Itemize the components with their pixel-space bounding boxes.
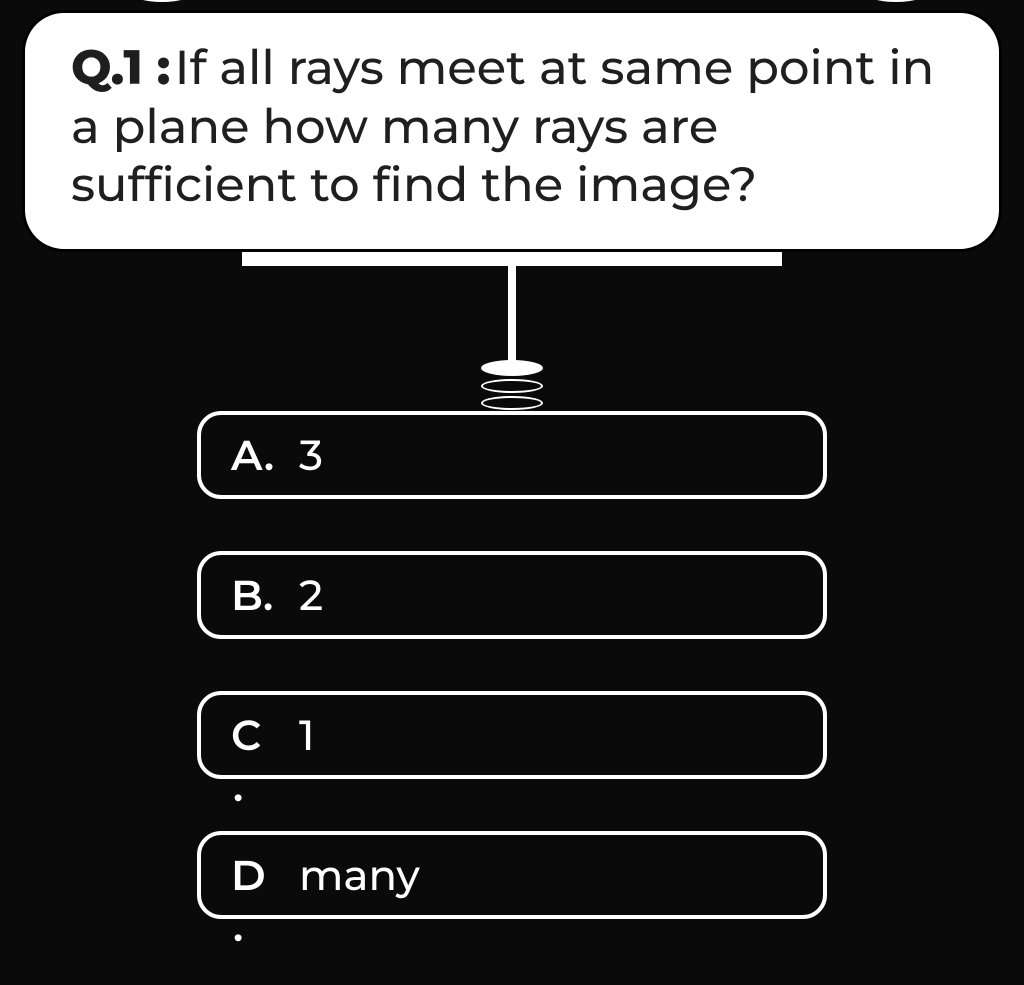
question-label: Q.1 : <box>71 39 170 97</box>
answer-letter: A. <box>231 429 291 481</box>
answer-value: 3 <box>299 429 323 481</box>
answer-value: 1 <box>299 709 315 761</box>
top-pin-row <box>0 0 1024 10</box>
answer-value: many <box>299 849 420 901</box>
answer-letter: D <box>231 849 291 901</box>
trailing-dot: . <box>233 905 243 947</box>
pin-icon <box>130 0 190 14</box>
answer-letter: C <box>231 709 291 761</box>
answer-option-b[interactable]: B. 2 <box>197 551 827 639</box>
answer-option-c[interactable]: C 1 . <box>197 691 827 779</box>
trailing-dot: . <box>233 765 243 807</box>
question-text: If all rays meet at same point in a plan… <box>71 39 934 214</box>
answer-value: 2 <box>299 569 323 621</box>
hanger-graphic <box>242 248 782 413</box>
question-card: Q.1 : If all rays meet at same point in … <box>22 10 1002 252</box>
answer-option-a[interactable]: A. 3 <box>197 411 827 499</box>
answers-list: A. 3 B. 2 C 1 . D many . <box>197 411 827 919</box>
answer-letter: B. <box>231 569 291 621</box>
pin-icon <box>864 0 924 14</box>
pin-icon <box>481 360 543 413</box>
answer-option-d[interactable]: D many . <box>197 831 827 919</box>
